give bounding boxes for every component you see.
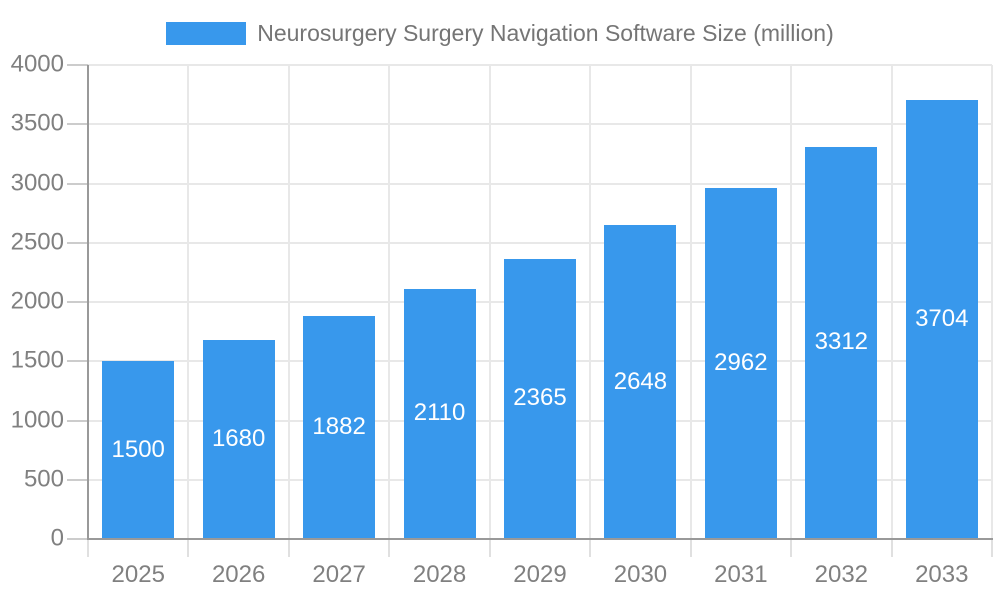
y-tick [67,419,88,422]
x-tick [790,540,793,557]
y-gridline [88,182,992,185]
x-gridline [991,65,993,539]
y-tick [67,538,88,540]
y-axis-label: 500 [23,465,64,493]
y-tick [67,241,88,244]
x-axis-label: 2029 [513,561,567,588]
bar[interactable]: 1500 [102,361,175,538]
x-tick [890,540,893,557]
x-tick [87,540,89,557]
x-axis-label: 2031 [714,561,768,588]
y-tick [67,360,88,363]
bar-value-label: 1680 [211,424,266,452]
y-axis-label: 3500 [10,109,64,137]
y-gridline [88,64,992,66]
bar[interactable]: 2648 [604,225,677,538]
x-axis-label: 2025 [111,561,165,588]
bar-value-label: 2962 [714,348,768,376]
x-axis-line [87,538,993,540]
x-tick [488,540,491,557]
y-tick [67,301,88,303]
y-axis-label: 1000 [10,405,64,433]
x-tick [689,540,692,557]
y-axis-label: 1500 [10,346,64,374]
legend-swatch [166,21,247,45]
x-tick [388,540,391,557]
y-axis-label: 2500 [10,228,64,256]
y-axis-label: 3000 [10,168,64,196]
y-axis-label: 4000 [10,50,64,78]
x-axis-label: 2032 [814,561,869,588]
x-tick [991,540,993,557]
x-tick [287,540,290,557]
y-gridline [88,241,992,244]
bar[interactable]: 2110 [403,288,476,538]
bar[interactable]: 1882 [303,315,376,538]
legend[interactable]: Neurosurgery Surgery Navigation Software… [0,19,1000,47]
y-gridline [88,123,992,126]
y-axis-line [87,65,89,540]
x-gridline [890,65,893,539]
bar-value-label: 2110 [413,399,466,427]
x-gridline [689,65,692,539]
bar-value-label: 2648 [613,367,668,395]
bar[interactable]: 2365 [504,258,576,538]
x-gridline [488,65,491,539]
bar-value-label: 1882 [312,412,366,440]
bar-value-label: 3312 [814,328,869,356]
y-axis-label: 2000 [10,287,64,315]
x-tick [589,540,592,557]
y-tick [67,478,88,481]
x-axis-label: 2028 [412,561,467,588]
bar[interactable]: 3704 [905,100,978,538]
x-tick [187,540,190,557]
y-tick [67,123,88,126]
x-axis-label: 2033 [915,561,969,588]
bar[interactable]: 1680 [202,339,275,538]
legend-label: Neurosurgery Surgery Navigation Software… [257,19,834,46]
x-axis-label: 2027 [312,561,366,588]
x-gridline [790,65,793,539]
y-tick [67,64,88,66]
bar-value-label: 3704 [915,305,969,333]
x-axis-label: 2026 [211,561,266,588]
bar-value-label: 2365 [513,384,567,412]
y-axis-label: 0 [50,524,64,552]
bar[interactable]: 3312 [805,146,878,538]
bar-value-label: 1500 [111,435,165,463]
x-gridline [589,65,592,539]
y-tick [67,182,88,185]
bar[interactable]: 2962 [704,188,777,538]
x-gridline [187,65,190,539]
x-gridline [287,65,290,539]
x-gridline [388,65,391,539]
x-axis-label: 2030 [613,561,668,588]
